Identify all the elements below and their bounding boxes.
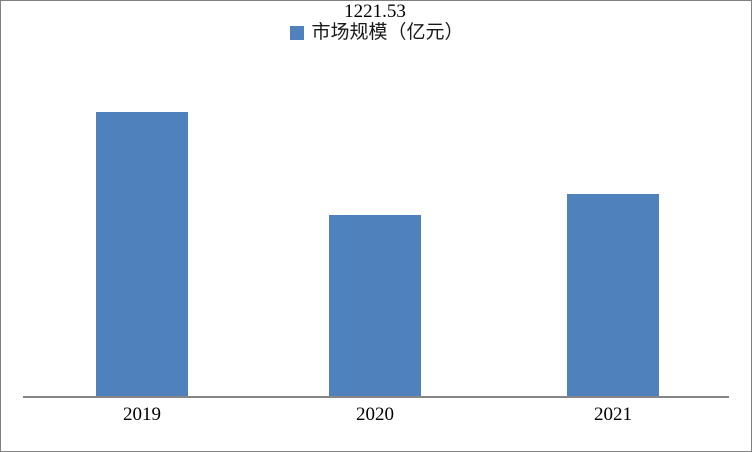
category-axis-line [23, 396, 729, 398]
bar-rect[interactable] [567, 194, 659, 397]
bar-rect[interactable] [96, 112, 188, 397]
category-label-2019: 2019 [123, 404, 161, 425]
category-axis-labels: 2019 2020 2021 [1, 403, 751, 443]
bar-rect[interactable] [329, 215, 421, 397]
category-label-2021: 2021 [594, 404, 632, 425]
bar-group-2021: 1358.78 [567, 194, 659, 397]
category-label-2020: 2020 [356, 404, 394, 425]
bar-group-2020: 1221.53 [329, 1, 421, 397]
bar-group-2019: 1907.77 [96, 112, 188, 397]
bar-value-label: 1221.53 [344, 1, 406, 22]
